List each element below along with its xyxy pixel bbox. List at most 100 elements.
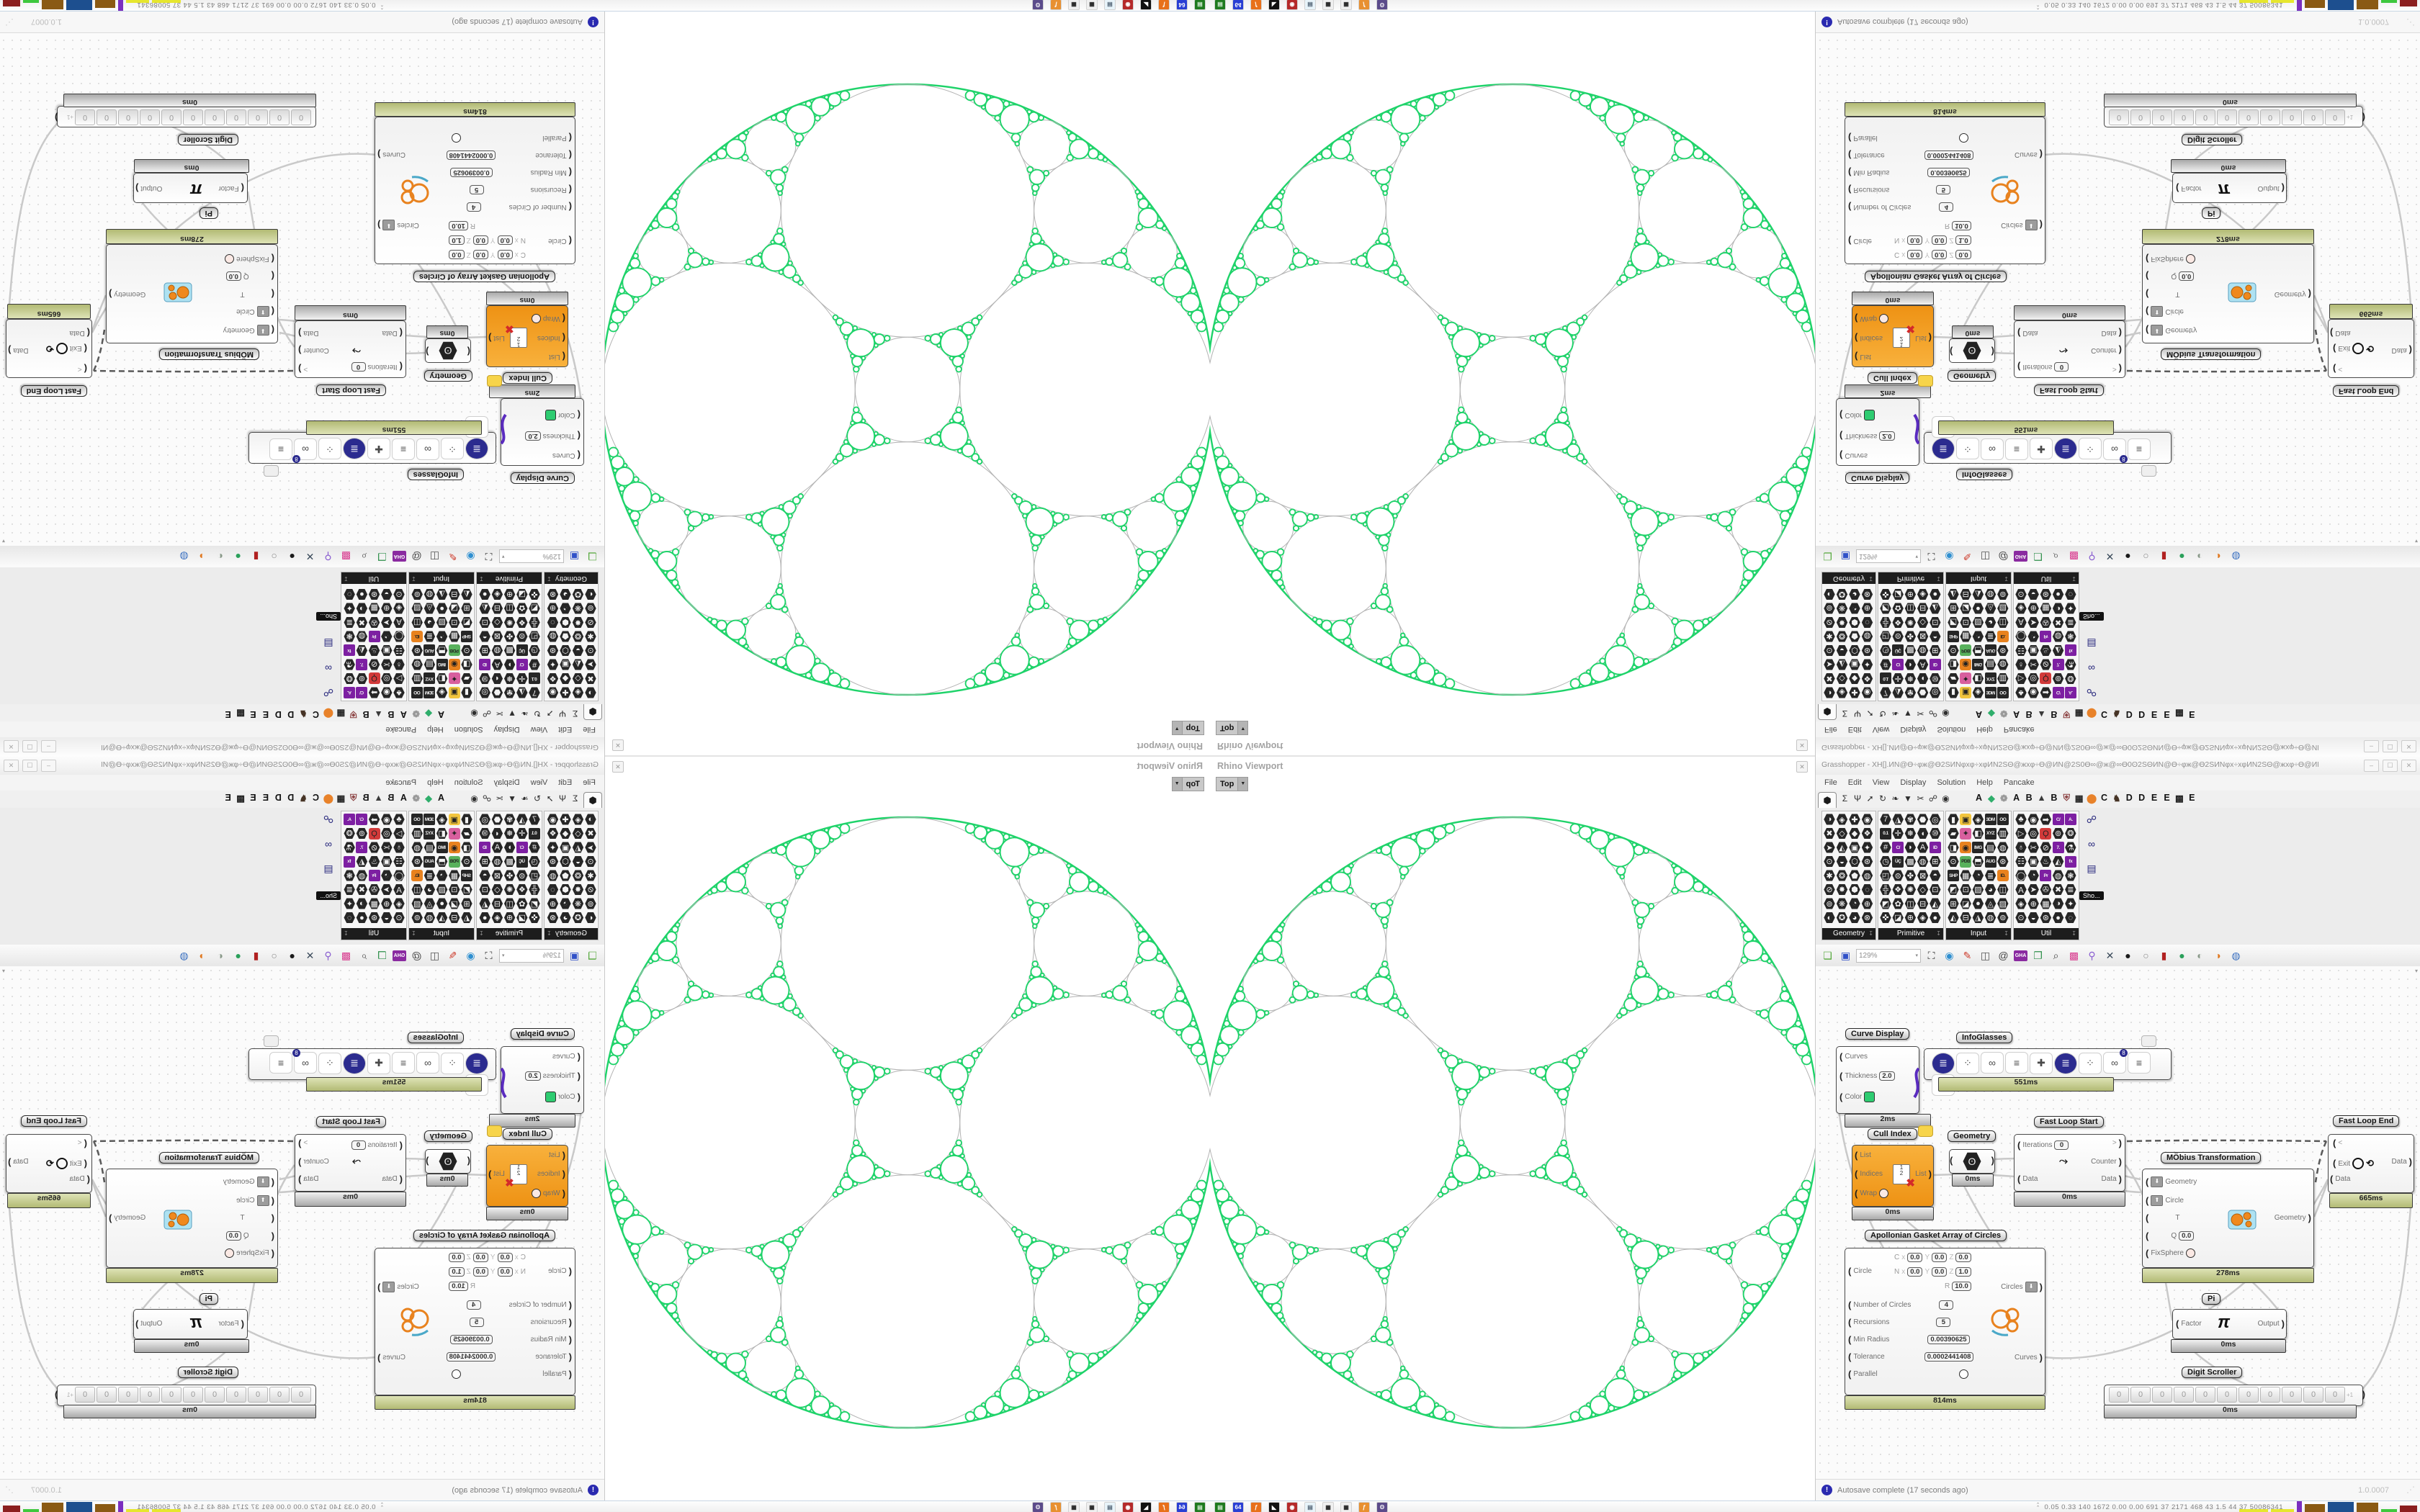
palette-icon[interactable]: C/ bbox=[2052, 687, 2064, 698]
palette-icon[interactable]: ◭ bbox=[1948, 589, 1959, 600]
parallel-toggle[interactable] bbox=[1958, 133, 1968, 143]
palette-icon[interactable]: ● bbox=[436, 603, 448, 614]
palette-icon[interactable]: ❋ bbox=[1836, 898, 1848, 909]
taskbar-icon[interactable]: ƒ bbox=[1250, 1502, 1262, 1512]
pi-label[interactable]: Pi bbox=[199, 207, 218, 219]
palette-icon[interactable]: ⊞ bbox=[1948, 898, 1959, 909]
palette-icon[interactable]: ▷ bbox=[393, 828, 405, 840]
tab-icon[interactable]: ❧ bbox=[1891, 793, 1899, 804]
fast-loop-end-label[interactable]: Fast Loop End bbox=[2333, 1115, 2400, 1127]
infoglasses-tool-icon[interactable]: ≡ bbox=[2128, 438, 2151, 460]
palette-icon[interactable]: ◖ bbox=[491, 828, 503, 840]
palette-icon[interactable]: ▩ bbox=[1904, 855, 1917, 868]
tab-plugin[interactable]: E bbox=[2164, 793, 2170, 803]
palette-icon[interactable]: ♨ bbox=[2040, 645, 2051, 657]
palette-icon[interactable]: A. bbox=[2064, 687, 2076, 698]
palette-icon[interactable]: ⊟ bbox=[1917, 603, 1929, 614]
palette-icon[interactable]: ◭ bbox=[479, 603, 490, 614]
infoglasses-tool-icon[interactable]: ∞ 8 bbox=[2103, 438, 2128, 463]
palette-icon[interactable]: ◔ bbox=[381, 631, 393, 642]
palette-icon[interactable]: ▥ bbox=[1997, 673, 2009, 685]
palette-icon[interactable]: ❖ bbox=[1861, 827, 1873, 840]
flatten-icon[interactable]: ⬇ bbox=[2151, 1176, 2164, 1187]
palette-icon[interactable]: ❖ bbox=[1862, 673, 1873, 685]
palette-icon[interactable]: fx bbox=[2064, 855, 2076, 868]
palette-icon[interactable]: ❃ bbox=[2065, 870, 2076, 881]
palette-icon[interactable]: ▧ bbox=[1972, 617, 1984, 629]
zoom-level-box[interactable]: 129% ▾ bbox=[1856, 549, 1921, 564]
palette-icon[interactable]: ✦ bbox=[1861, 842, 1873, 853]
palette-icon[interactable]: ◒ bbox=[2027, 912, 2039, 924]
palette-icon[interactable]: ◧ bbox=[1972, 673, 1984, 685]
infoglasses-tool-icon[interactable]: ⁘ bbox=[1956, 1052, 1979, 1074]
palette-icon[interactable]: ✪ bbox=[573, 912, 584, 924]
palette-icon[interactable]: ⬡ bbox=[560, 645, 571, 657]
taskbar-icon[interactable]: ◉ bbox=[1286, 1502, 1298, 1512]
taskbar-icon[interactable]: ƒ bbox=[1050, 0, 1062, 10]
palette-icon[interactable]: ✚ bbox=[560, 687, 571, 698]
warning-bubble-icon[interactable] bbox=[487, 375, 502, 387]
toolbar-icon[interactable]: ◉ bbox=[1945, 949, 1954, 961]
palette-icon[interactable]: ÜÇ bbox=[516, 855, 528, 868]
mobius-component[interactable]: (⬇ Geometry (⬆ Circle (T (Q 0.0 (FixSphere … bbox=[2142, 244, 2314, 343]
palette-icon[interactable]: ◐ bbox=[585, 912, 596, 924]
tab-plugin[interactable]: B bbox=[387, 793, 395, 803]
toolbar-icon[interactable]: @ bbox=[411, 551, 422, 562]
zoom-level-box[interactable]: 129% ▾ bbox=[499, 549, 564, 564]
digit-cell[interactable]: 0 bbox=[2260, 1387, 2280, 1403]
palette-icon[interactable]: ✦ bbox=[1960, 827, 1972, 840]
taskbar-icon[interactable]: ʘ bbox=[1032, 1502, 1044, 1512]
taskbar-icon[interactable]: ▦ bbox=[1068, 0, 1080, 10]
palette-icon[interactable]: ❂ bbox=[2065, 827, 2076, 840]
tab-params[interactable]: ⬢ bbox=[583, 792, 602, 809]
palette-icon[interactable]: ▮ bbox=[1948, 687, 1959, 698]
taskbar-icon[interactable]: ▤ bbox=[1214, 1502, 1226, 1512]
palette-icon[interactable]: ⑩ bbox=[1930, 827, 1941, 840]
palette-icon[interactable]: ⊛ bbox=[411, 856, 423, 868]
mobius-component[interactable]: (⬇ Geometry (⬆ Circle (T (Q 0.0 (FixSphere … bbox=[106, 1169, 278, 1268]
palette-icon[interactable]: ● bbox=[1930, 912, 1941, 924]
toolbar-icon[interactable]: ❐ bbox=[2033, 551, 2043, 563]
infoglasses-tool-icon[interactable]: ≣ bbox=[1932, 1052, 1955, 1074]
palette-icon[interactable]: ◭ bbox=[573, 842, 584, 853]
infoglasses-tool-icon[interactable]: ≣ bbox=[1932, 438, 1955, 460]
fast-loop-start-component[interactable]: (Iterations 0 >) Counter) (Data Data) ⤳ bbox=[295, 1134, 406, 1192]
palette-icon[interactable]: ✱ bbox=[1824, 631, 1835, 642]
toolbar-icon[interactable]: ○ bbox=[2143, 551, 2149, 562]
palette-icon[interactable]: ÜÇ bbox=[516, 644, 528, 657]
palette-icon[interactable]: Pr bbox=[2040, 631, 2052, 642]
palette-icon[interactable]: ◉ bbox=[547, 687, 559, 698]
palette-icon[interactable]: ◪ bbox=[1892, 589, 1904, 600]
digit-cell[interactable]: 0 bbox=[248, 109, 268, 125]
infoglasses-tool-icon[interactable]: ≡ bbox=[392, 438, 415, 460]
palette-icon[interactable]: ▧ bbox=[436, 617, 448, 629]
tab-icon[interactable]: ▼ bbox=[508, 793, 516, 804]
palette-icon[interactable]: ▦ bbox=[369, 898, 380, 909]
palette-icon[interactable]: ● bbox=[1972, 603, 1984, 614]
tab-icon[interactable]: Ψ bbox=[558, 793, 567, 804]
palette-icon[interactable]: ✦ bbox=[344, 898, 355, 909]
toolbar-icon[interactable]: ○ bbox=[271, 551, 277, 562]
digit-cell[interactable]: 0 bbox=[269, 109, 290, 125]
glasses-icon[interactable]: ∞ bbox=[2088, 838, 2095, 850]
glasses-icon[interactable]: ▤ bbox=[2087, 638, 2097, 649]
palette-icon[interactable]: ⊛ bbox=[369, 912, 380, 924]
infoglasses-tool-icon[interactable]: ✚ bbox=[367, 438, 390, 460]
toolbar-icon[interactable]: ❐ bbox=[377, 949, 387, 961]
toolbar-icon[interactable]: @ bbox=[411, 950, 422, 961]
tab-icon[interactable]: ◉ bbox=[470, 793, 478, 804]
fast-loop-end-label[interactable]: Fast Loop End bbox=[20, 385, 87, 397]
tab-plugin[interactable]: ❁ bbox=[412, 793, 420, 804]
tab-icon[interactable]: Σ bbox=[572, 793, 578, 804]
palette-icon[interactable]: ID. bbox=[1996, 631, 2009, 642]
toolbar-icon[interactable]: ❐ bbox=[377, 551, 387, 563]
toolbar-icon[interactable]: ⚲ bbox=[324, 949, 332, 961]
palette-group-label[interactable]: Primitive ↧ bbox=[477, 928, 542, 940]
palette-icon[interactable]: ⬟ bbox=[560, 870, 571, 881]
taskbar-icon[interactable]: ƒ bbox=[1358, 1502, 1370, 1512]
palette-icon[interactable]: PDB bbox=[1960, 644, 1972, 657]
palette-icon[interactable]: ◭ bbox=[356, 856, 367, 868]
menu-item-edit[interactable]: Edit bbox=[558, 778, 573, 787]
infoglasses-tool-icon[interactable]: ∞ bbox=[1981, 438, 2004, 460]
graft-icon[interactable]: ⬆ bbox=[2151, 306, 2164, 317]
